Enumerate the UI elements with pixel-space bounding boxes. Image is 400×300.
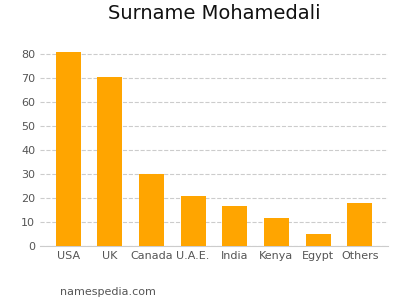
Bar [139, 174, 164, 246]
Bar [181, 196, 206, 246]
Bar [264, 218, 289, 246]
Bar [98, 77, 122, 246]
Bar [306, 234, 330, 246]
Text: namespedia.com: namespedia.com [60, 287, 156, 297]
Bar [56, 52, 81, 246]
Bar [347, 203, 372, 246]
Title: Surname Mohamedali: Surname Mohamedali [108, 4, 320, 23]
Bar [222, 206, 247, 246]
